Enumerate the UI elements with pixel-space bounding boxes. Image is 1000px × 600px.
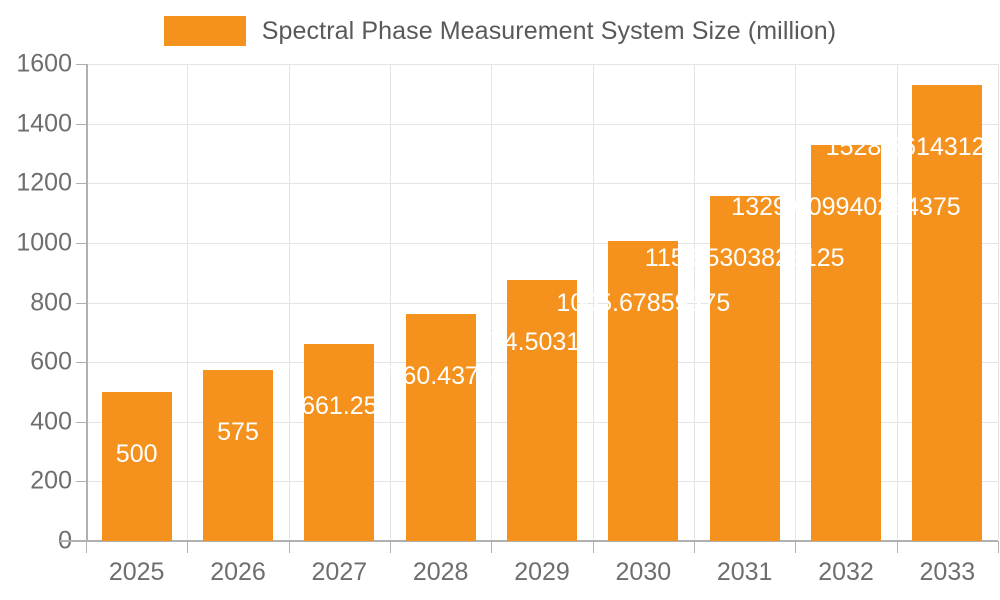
x-axis-tick-mark: [795, 541, 797, 553]
y-axis-tick-mark: [76, 123, 86, 125]
x-axis-tick-label: 2030: [615, 558, 672, 586]
bar-value-label: 1329.009940234375: [731, 192, 961, 221]
y-axis-tick-mark: [76, 64, 86, 65]
y-axis-tick-label: 1400: [16, 109, 72, 138]
bar[interactable]: [304, 343, 375, 541]
y-axis-tick-mark: [76, 302, 86, 304]
bar-value-label: 1005.67859375: [556, 289, 731, 318]
bar[interactable]: [608, 241, 679, 541]
y-axis-tick-mark: [76, 183, 86, 185]
legend-color-swatch: [163, 16, 246, 46]
legend-label: Spectral Phase Measurement System Size (…: [261, 16, 837, 45]
bar-value-label: 575: [217, 417, 259, 446]
bar[interactable]: [203, 369, 273, 541]
bar-value-label: 874.503125: [475, 328, 609, 357]
bar-value-label: 760.4375: [388, 362, 493, 391]
y-axis-tick-label: 200: [30, 466, 72, 495]
x-axis-line: [60, 540, 998, 542]
gridline-vertical: [998, 64, 999, 540]
bar[interactable]: [405, 314, 476, 541]
y-axis-tick-label: 800: [30, 288, 72, 316]
x-axis-tick-mark: [491, 541, 493, 553]
bar[interactable]: [507, 280, 577, 541]
x-axis-tick-mark: [288, 541, 290, 553]
gridline-vertical: [491, 64, 492, 540]
x-axis-tick-mark: [86, 541, 87, 553]
gridline-horizontal: [86, 123, 998, 125]
gridline-vertical: [897, 64, 898, 540]
gridline-vertical: [289, 64, 290, 540]
bar[interactable]: [709, 196, 780, 541]
y-axis-tick-label: 1200: [16, 168, 72, 197]
y-axis-tick-label: 400: [30, 407, 72, 436]
gridline-horizontal: [86, 183, 998, 185]
bars-container: [86, 64, 998, 541]
y-axis-tick-label: 1000: [16, 228, 72, 257]
gridline-vertical: [390, 64, 391, 540]
x-axis-tick-label: 2025: [108, 558, 165, 586]
y-axis-line: [86, 64, 88, 541]
y-axis-tick-mark: [76, 242, 86, 244]
x-axis-tick-label: 2028: [412, 558, 469, 586]
x-axis-tick-label: 2032: [818, 558, 874, 586]
x-axis-tick-label: 2026: [210, 558, 266, 586]
x-axis-tick-mark: [694, 541, 695, 553]
x-axis-tick-label: 2027: [311, 558, 368, 586]
gridline-vertical: [795, 64, 796, 540]
x-axis-tick-label: 2033: [919, 558, 976, 586]
x-axis-tick-mark: [187, 541, 189, 553]
bar-value-label: 500: [115, 439, 158, 468]
bar-value-label: 1156.5303828125: [644, 244, 845, 273]
gridline-vertical: [593, 64, 594, 540]
y-axis-tick-label: 600: [30, 347, 72, 376]
bar-value-label: 1528.3614312695313: [825, 133, 998, 162]
gridline-horizontal: [86, 242, 998, 244]
gridline-vertical: [694, 64, 695, 540]
bar[interactable]: [811, 144, 881, 541]
y-axis-tick-mark: [76, 421, 86, 423]
bar[interactable]: [912, 85, 983, 541]
bar[interactable]: [101, 391, 172, 541]
chart-legend[interactable]: Spectral Phase Measurement System Size (…: [0, 10, 1000, 52]
x-axis-tick-mark: [998, 541, 999, 553]
gridline-horizontal: [86, 64, 998, 65]
gridline-vertical: [187, 64, 188, 540]
x-axis-tick-label: 2029: [514, 558, 570, 586]
x-axis-tick-label: 2031: [716, 558, 773, 586]
y-axis-tick-mark: [76, 481, 86, 483]
bar-value-label: 661.25: [301, 391, 378, 420]
x-axis-tick-mark: [390, 541, 391, 553]
x-axis-tick-mark: [896, 541, 898, 553]
bar-labels-container: 500 575 661.25 760.4375 874.503125 1005.67859…: [86, 64, 998, 541]
y-axis-tick-mark: [76, 362, 86, 364]
x-axis-tick-mark: [592, 541, 594, 553]
y-axis-tick-label: 1600: [16, 49, 72, 78]
y-axis: 0 200 400 600 800 1000 1200 1400 1600: [0, 0, 86, 600]
